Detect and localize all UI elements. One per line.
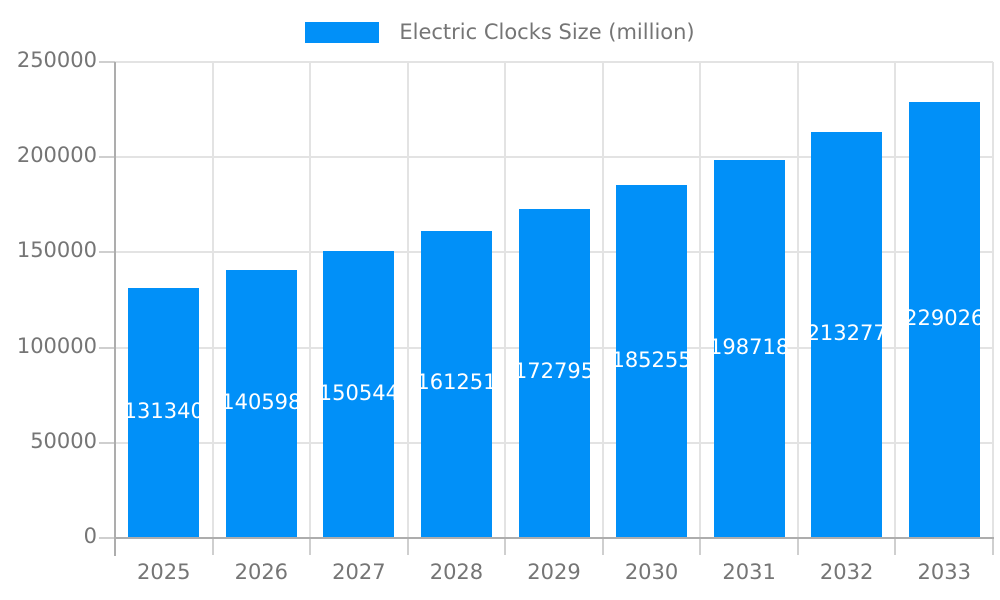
x-axis-tick xyxy=(601,538,604,555)
y-axis-tick-label: 150000 xyxy=(16,238,97,263)
y-axis-tick xyxy=(99,441,115,444)
x-gridline xyxy=(699,62,702,538)
y-axis-tick-label: 250000 xyxy=(16,48,97,72)
x-axis-tick xyxy=(699,538,702,555)
y-axis-tick-label: 50000 xyxy=(30,428,97,453)
bar-2026 xyxy=(225,270,297,537)
bar-2025 xyxy=(128,287,200,537)
bar-value-label: 161251 xyxy=(416,370,497,395)
x-axis-tick-label: 2031 xyxy=(722,560,776,584)
x-axis-tick xyxy=(796,538,799,555)
bar-value-label: 213277 xyxy=(806,320,887,345)
bar-value-label: 185255 xyxy=(611,347,692,372)
x-axis-tick-label: 2026 xyxy=(234,560,289,584)
y-gridline xyxy=(115,61,993,63)
x-axis-tick-label: 2033 xyxy=(917,560,971,584)
x-axis-tick xyxy=(894,538,897,555)
bar-2029 xyxy=(518,208,590,537)
x-gridline xyxy=(504,62,507,538)
x-axis-tick-label: 2030 xyxy=(624,560,679,584)
bar-2033 xyxy=(908,101,980,537)
bar-value-label: 229026 xyxy=(904,305,985,330)
bar-2032 xyxy=(811,131,883,537)
x-axis-tick-label: 2029 xyxy=(527,560,581,584)
legend: Electric Clocks Size (million) xyxy=(0,18,1000,46)
bar-value-label: 131340 xyxy=(123,398,204,423)
bar-value-label: 172795 xyxy=(513,359,595,384)
bar-value-label: 198718 xyxy=(709,334,790,359)
bar-2030 xyxy=(616,185,688,537)
x-gridline xyxy=(992,62,994,538)
x-axis-tick xyxy=(504,538,507,555)
bar-2027 xyxy=(323,251,395,537)
x-axis-tick xyxy=(406,538,409,555)
bar-2031 xyxy=(713,159,785,537)
legend-swatch xyxy=(305,21,380,43)
bar-2028 xyxy=(420,230,492,537)
x-gridline xyxy=(211,62,214,538)
y-gridline xyxy=(115,156,993,159)
x-axis-tick-label: 2025 xyxy=(137,560,191,584)
y-axis-tick-label: 200000 xyxy=(16,143,97,168)
y-axis-tick xyxy=(99,251,115,254)
x-axis-tick-label: 2028 xyxy=(429,560,484,584)
y-axis-tick xyxy=(99,61,115,63)
x-gridline xyxy=(796,62,799,538)
x-axis-tick xyxy=(309,538,312,555)
y-axis-tick xyxy=(99,346,115,349)
y-axis-tick xyxy=(99,537,115,539)
x-axis-tick xyxy=(211,538,214,555)
legend-series-label: Electric Clocks Size (million) xyxy=(399,20,695,44)
bar-value-label: 140598 xyxy=(221,390,302,415)
x-axis-tick-label: 2032 xyxy=(819,560,874,584)
x-gridline xyxy=(406,62,409,538)
y-axis-tick-label: 100000 xyxy=(16,333,97,358)
x-axis-tick xyxy=(992,538,994,555)
bar-value-label: 150544 xyxy=(318,380,399,405)
x-axis-line xyxy=(114,537,994,539)
x-gridline xyxy=(894,62,897,538)
x-axis-tick-label: 2027 xyxy=(332,560,386,584)
y-axis-tick-label: 0 xyxy=(83,524,97,548)
y-axis-tick xyxy=(99,156,115,159)
x-gridline xyxy=(601,62,604,538)
x-gridline xyxy=(309,62,312,538)
y-axis-line xyxy=(114,62,116,556)
